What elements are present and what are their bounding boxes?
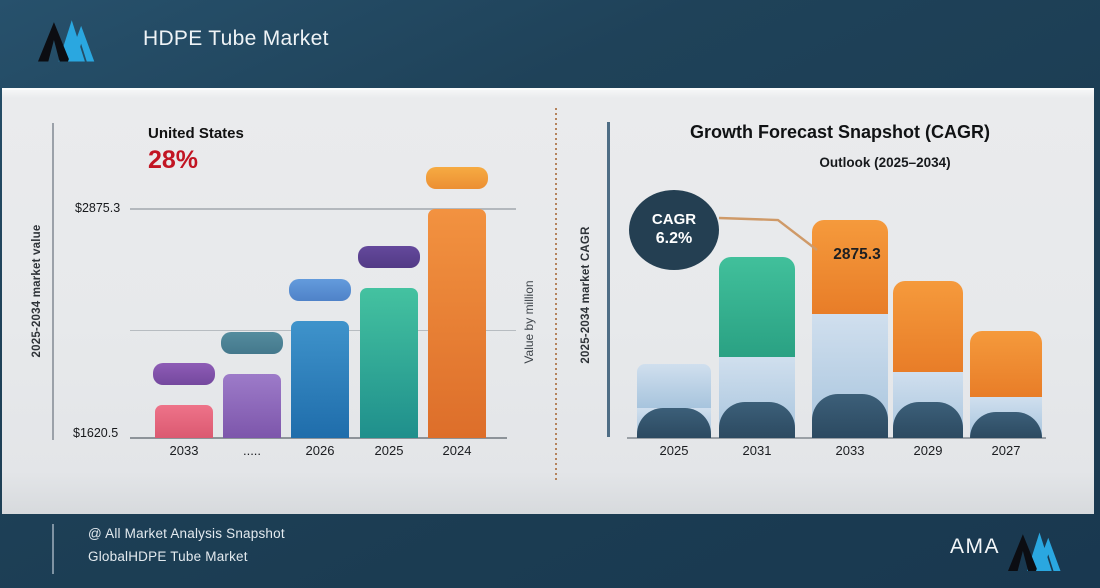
- left-x-axis-line: [130, 437, 507, 439]
- ama-logo-icon: [38, 14, 98, 69]
- y-tick-top: $2875.3: [75, 201, 121, 215]
- panel-divider-dotted: [555, 108, 557, 480]
- footer-ama-logo-icon: [1008, 527, 1064, 578]
- left-y-axis-title: 2025-2034 market value: [31, 224, 43, 358]
- y-tick-base: $1620.5: [73, 426, 119, 440]
- cagr-badge: CAGR 6.2%: [629, 190, 719, 270]
- page-title: HDPE Tube Market: [143, 27, 329, 50]
- bar-annotation-2033: 2875.3: [833, 246, 881, 263]
- left-highlight-percent: 28%: [148, 146, 199, 174]
- right-chart-title: Growth Forecast Snapshot (CAGR): [689, 122, 990, 142]
- right-x-axis-line: [627, 437, 1046, 439]
- left-y-axis-line: [52, 123, 54, 440]
- footer-market-text: GlobalHDPE Tube Market: [88, 549, 248, 564]
- value-by-million-label: Value by million: [522, 280, 536, 364]
- right-y-axis-title: 2025-2034 market CAGR: [580, 226, 592, 364]
- footer-separator: [52, 524, 54, 574]
- cagr-badge-value: 6.2%: [655, 230, 693, 248]
- right-chart-subtitle: Outlook (2025–2034): [819, 155, 951, 170]
- gridline-top: [130, 208, 516, 210]
- right-y-axis-line: [607, 122, 610, 437]
- gridline-middle: [130, 330, 516, 331]
- footer-snapshot-text: @ All Market Analysis Snapshot: [88, 526, 285, 541]
- left-chart-title: United States: [148, 125, 244, 142]
- cagr-badge-label: CAGR: [651, 210, 697, 228]
- footer-brand-text: AMA: [950, 535, 1001, 558]
